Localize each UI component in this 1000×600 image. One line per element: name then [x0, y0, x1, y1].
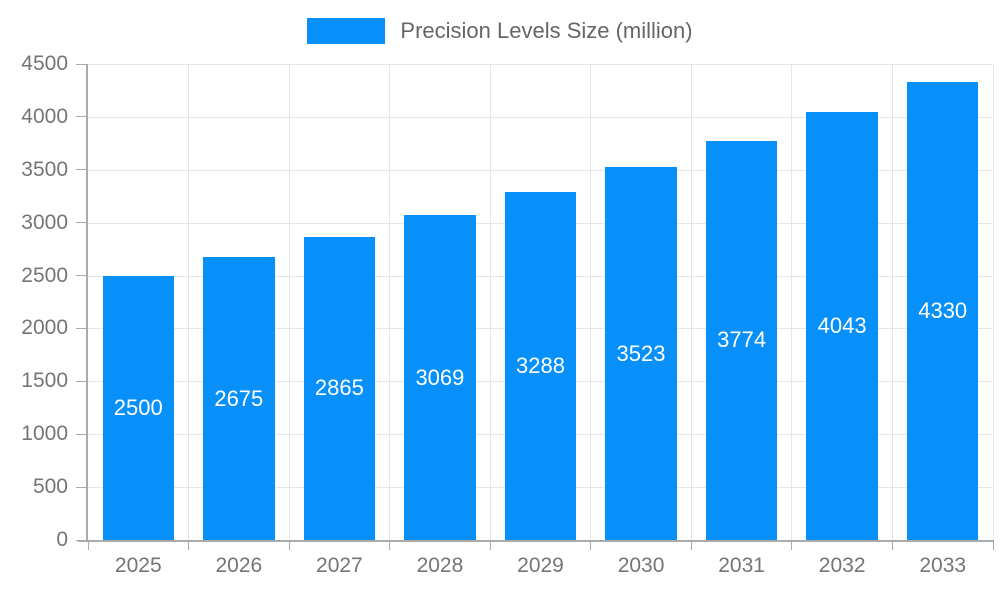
y-axis-tick — [76, 63, 86, 65]
y-axis-tick — [76, 327, 86, 329]
x-tick-label: 2033 — [919, 554, 967, 577]
v-gridline — [188, 64, 190, 540]
bar-value-label: 3288 — [516, 353, 565, 379]
y-axis-tick — [76, 486, 86, 488]
y-axis-tick — [76, 222, 86, 224]
v-gridline — [791, 64, 793, 540]
y-tick-label: 1500 — [21, 369, 68, 393]
y-tick-label: 3500 — [21, 157, 68, 181]
v-gridline — [288, 64, 290, 540]
bar-value-label: 3523 — [616, 340, 666, 366]
plot-area: 0 500 1000 1500 2000 2500 3000 3500 4000 4500 2500… — [21, 52, 994, 577]
x-axis-tick — [489, 540, 491, 550]
x-axis-tick — [288, 540, 290, 550]
y-tick-label: 500 — [32, 475, 68, 499]
bar-value-label: 4330 — [918, 298, 968, 323]
y-tick-label: 0 — [56, 528, 68, 551]
y-tick-label: 4500 — [21, 52, 68, 75]
x-axis-tick — [992, 540, 994, 550]
y-axis-line — [86, 64, 88, 542]
x-tick-label: 2030 — [617, 554, 665, 577]
bar-value-label: 2675 — [214, 385, 264, 411]
bar[interactable]: 4043 — [806, 112, 878, 540]
x-axis-tick — [87, 540, 89, 550]
x-tick-label: 2029 — [517, 554, 564, 577]
x-tick-label: 2025 — [114, 554, 162, 577]
bar[interactable]: 2675 — [203, 257, 275, 540]
h-gridline — [88, 64, 993, 65]
x-tick-label: 2032 — [818, 554, 866, 577]
x-axis-line — [78, 540, 993, 542]
bar[interactable]: 2500 — [102, 275, 174, 540]
bar[interactable]: 2865 — [303, 236, 376, 540]
y-axis-tick — [76, 433, 86, 435]
y-tick-label: 2000 — [21, 316, 68, 340]
v-gridline — [489, 64, 491, 540]
legend-swatch-icon — [307, 18, 386, 44]
x-axis-tick — [791, 540, 793, 550]
x-tick-label: 2028 — [416, 554, 464, 577]
v-gridline — [590, 64, 592, 540]
bar[interactable]: 3288 — [504, 192, 577, 540]
bar-value-label: 3069 — [415, 364, 465, 390]
y-tick-label: 1000 — [21, 422, 68, 446]
bar[interactable]: 3523 — [605, 167, 677, 540]
bar-value-label: 4043 — [817, 313, 867, 339]
x-axis-tick — [690, 540, 692, 550]
bar[interactable]: 3069 — [404, 215, 476, 540]
y-tick-label: 3000 — [21, 210, 68, 234]
y-axis-tick — [76, 275, 86, 277]
y-tick-label: 4000 — [21, 104, 68, 128]
x-axis-tick — [590, 540, 592, 550]
x-axis-tick — [891, 540, 893, 550]
v-gridline — [690, 64, 692, 540]
chart-legend[interactable]: Precision Levels Size (million) — [0, 15, 1000, 47]
h-gridline — [88, 116, 993, 118]
bar[interactable]: 4330 — [907, 81, 979, 540]
y-axis-tick — [76, 380, 86, 382]
y-tick-label: 2500 — [21, 263, 68, 287]
bar-value-label: 3774 — [717, 327, 767, 353]
bar[interactable]: 3774 — [705, 140, 778, 540]
bar-value-label: 2865 — [314, 375, 364, 401]
x-tick-label: 2027 — [316, 554, 363, 577]
x-tick-label: 2031 — [718, 554, 765, 577]
y-axis-tick — [76, 169, 86, 171]
h-gridline — [88, 169, 993, 171]
y-axis-tick — [76, 116, 86, 118]
v-gridline — [992, 64, 994, 540]
x-tick-label: 2026 — [215, 554, 263, 577]
x-axis-tick — [389, 540, 391, 550]
legend-label: Precision Levels Size (million) — [400, 18, 693, 43]
bar-value-label: 2500 — [113, 394, 163, 420]
v-gridline — [891, 64, 893, 540]
v-gridline — [389, 64, 391, 540]
x-axis-tick — [188, 540, 190, 550]
